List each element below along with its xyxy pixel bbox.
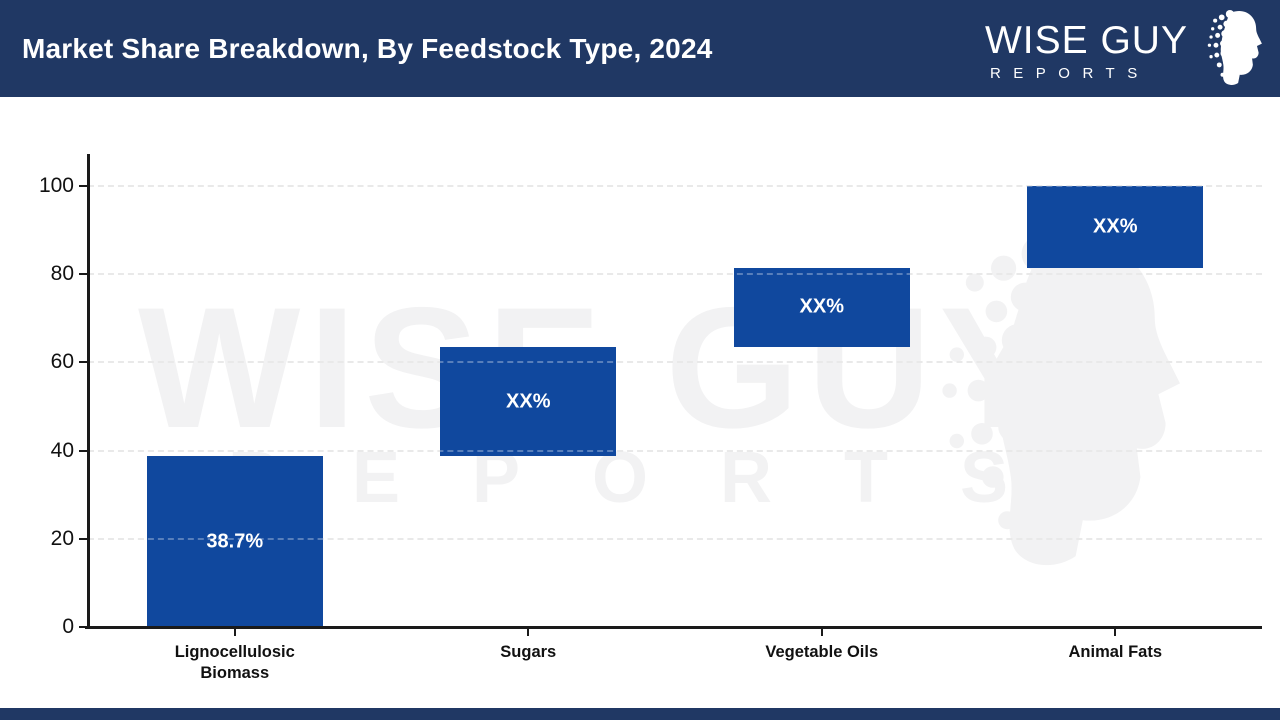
y-tick-label: 60 <box>50 350 74 374</box>
x-tick-mark <box>527 627 530 636</box>
bar <box>440 346 617 457</box>
grid-line-overlay <box>88 449 1262 452</box>
grid-line-overlay <box>88 185 1262 187</box>
x-tick-mark <box>820 627 823 636</box>
bar <box>146 456 323 627</box>
bar <box>1027 186 1204 268</box>
y-tick-label: 40 <box>50 438 74 462</box>
y-tick-label: 80 <box>50 262 74 286</box>
footer-bar <box>0 708 1280 720</box>
x-tick-label: Sugars <box>500 643 557 661</box>
grid-line <box>88 361 1262 364</box>
watermark-face-icon <box>942 235 1180 566</box>
grid-line-overlay <box>88 361 1262 364</box>
x-tick-mark <box>1114 627 1117 636</box>
y-tick-mark <box>79 273 88 276</box>
watermark-reports: REPORTS <box>228 438 1081 518</box>
wiseguy-logo-text: WISE GUY REPORTS <box>985 21 1188 82</box>
y-tick-mark <box>79 449 88 452</box>
x-tick-label: Animal Fats <box>1068 643 1163 661</box>
grid-line-overlay <box>88 537 1262 540</box>
y-axis-line <box>87 154 90 628</box>
logo-wise-guy-text: WISE GUY <box>984 19 1188 62</box>
bar-value-label: XX% <box>1093 215 1138 238</box>
wiseguy-logo: WISE GUY REPORTS <box>985 6 1266 91</box>
page-title: Market Share Breakdown, By Feedstock Typ… <box>22 32 713 64</box>
bar-value-label: 38.7% <box>206 530 264 553</box>
chart-plot-area: 0 20 40 60 80 100 38.7% Lignocellulosic Biomass… <box>39 148 1262 682</box>
grid-line-overlay <box>88 273 1262 276</box>
y-tick-label: 20 <box>50 526 74 550</box>
y-tick-mark <box>79 361 88 364</box>
grid-line <box>88 185 1262 187</box>
logo-reports-text: REPORTS <box>989 65 1150 82</box>
x-tick-mark <box>233 627 236 636</box>
bar-value-label: XX% <box>799 295 844 318</box>
grid-line <box>88 537 1262 540</box>
y-tick-label: 100 <box>38 174 74 197</box>
y-tick-label: 0 <box>62 615 74 638</box>
y-tick-mark <box>79 626 88 628</box>
grid-line <box>88 273 1262 276</box>
bar <box>733 267 910 347</box>
y-tick-mark <box>79 537 88 540</box>
wiseguy-face-icon <box>1207 9 1262 85</box>
bar-value-label: XX% <box>506 390 551 413</box>
x-tick-label: Vegetable Oils <box>765 643 879 661</box>
grid-line <box>88 449 1262 452</box>
y-tick-mark <box>79 185 88 187</box>
header-bar: Market Share Breakdown, By Feedstock Typ… <box>0 0 1280 97</box>
x-axis-line <box>85 626 1262 629</box>
x-tick-label: Lignocellulosic Biomass <box>174 643 295 683</box>
